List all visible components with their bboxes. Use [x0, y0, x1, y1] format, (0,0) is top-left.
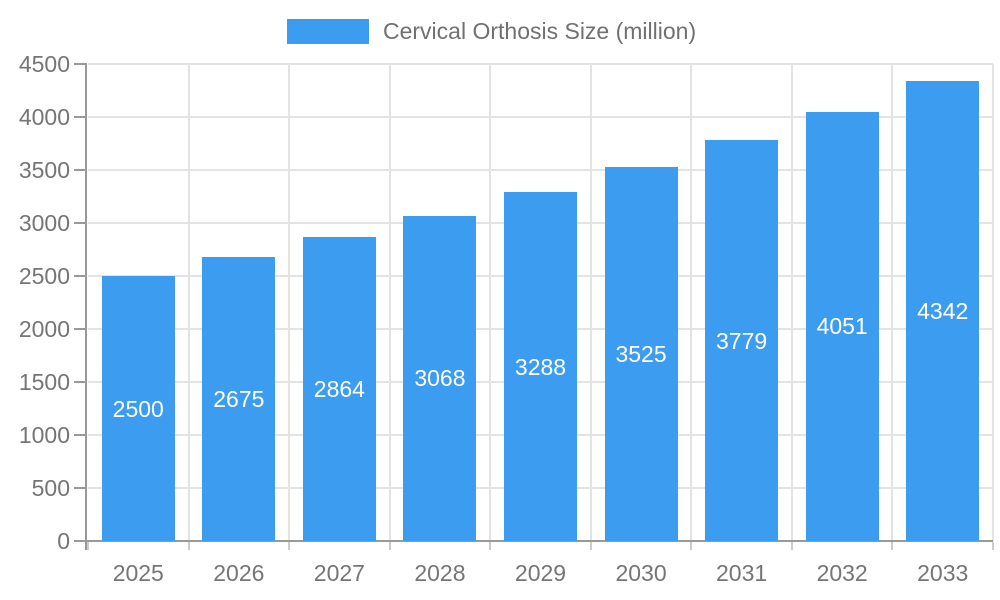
y-axis-tick [74, 434, 86, 436]
x-axis-tick [690, 542, 693, 550]
gridline-vertical [690, 64, 693, 541]
y-axis-tick [74, 381, 86, 383]
x-axis-tick [187, 542, 190, 550]
gridline-vertical [288, 64, 291, 541]
y-axis-line [85, 63, 87, 550]
y-axis-tick [74, 63, 86, 65]
bar[interactable]: 3779 [705, 140, 779, 541]
legend[interactable]: Cervical Orthosis Size (million) [287, 17, 696, 45]
x-axis-tick [891, 542, 894, 550]
y-axis-tick [74, 169, 86, 171]
y-axis-label: 1500 [18, 369, 70, 395]
bar-value-label: 2864 [313, 376, 365, 403]
x-axis-label: 2025 [112, 560, 164, 586]
x-axis-label: 2026 [213, 560, 265, 586]
gridline-vertical [489, 64, 492, 541]
legend-swatch-icon [287, 18, 369, 44]
x-axis-tick [288, 542, 291, 550]
y-axis-label: 2500 [18, 263, 70, 289]
gridline-vertical [187, 64, 190, 541]
x-axis-tick [489, 542, 492, 550]
y-axis-tick [74, 328, 86, 330]
bar[interactable]: 3288 [504, 192, 577, 541]
x-axis-tick [388, 542, 391, 550]
gridline-vertical [388, 64, 391, 541]
bar-value-label: 4342 [917, 297, 969, 324]
gridline-horizontal [88, 169, 993, 171]
y-axis-tick [74, 540, 86, 542]
gridline-vertical [790, 64, 793, 541]
y-axis-tick [74, 487, 86, 489]
gridline-vertical [992, 64, 994, 541]
bar-value-label: 2500 [112, 395, 164, 422]
x-axis-label: 2032 [816, 560, 868, 586]
bar[interactable]: 3525 [604, 167, 678, 541]
y-axis-label: 2000 [18, 316, 70, 342]
y-axis-label: 4000 [18, 104, 70, 130]
x-axis-tick [790, 542, 793, 550]
gridline-vertical [589, 64, 592, 541]
bar[interactable]: 4051 [805, 111, 879, 541]
gridline-horizontal [88, 116, 993, 118]
bar[interactable]: 2675 [202, 257, 276, 541]
x-axis-label: 2027 [313, 560, 365, 586]
x-axis-tick [992, 542, 994, 550]
x-axis-label: 2030 [615, 560, 667, 586]
y-axis-tick [74, 275, 86, 277]
y-axis-label: 3500 [18, 157, 70, 183]
gridline-vertical [891, 64, 894, 541]
x-axis-label: 2028 [414, 560, 466, 586]
y-axis-label: 3000 [18, 210, 70, 236]
y-axis-label: 0 [57, 528, 70, 554]
legend-label: Cervical Orthosis Size (million) [383, 18, 697, 44]
gridline-horizontal [88, 63, 993, 65]
bar[interactable]: 4342 [906, 80, 980, 541]
x-axis-line [85, 540, 993, 542]
x-axis-tick [87, 542, 89, 550]
y-axis-label: 1000 [18, 422, 70, 448]
x-axis-label: 2031 [716, 560, 768, 586]
x-axis-label: 2029 [514, 560, 567, 586]
bar-value-label: 2675 [213, 386, 265, 413]
bar[interactable]: 2500 [101, 276, 175, 541]
bar-value-label: 4051 [816, 313, 868, 340]
bar[interactable]: 2864 [302, 237, 376, 541]
bar[interactable]: 3068 [403, 215, 477, 541]
x-axis-tick [589, 542, 592, 550]
bar-value-label: 3068 [414, 365, 466, 392]
bar-value-label: 3525 [615, 341, 667, 368]
y-axis-label: 500 [31, 475, 70, 501]
y-axis-label: 4500 [18, 51, 70, 77]
bar-value-label: 3779 [716, 327, 768, 354]
y-axis-tick [74, 222, 86, 224]
x-axis-label: 2033 [917, 560, 969, 586]
y-axis-tick [74, 116, 86, 118]
bar-value-label: 3288 [514, 353, 567, 380]
